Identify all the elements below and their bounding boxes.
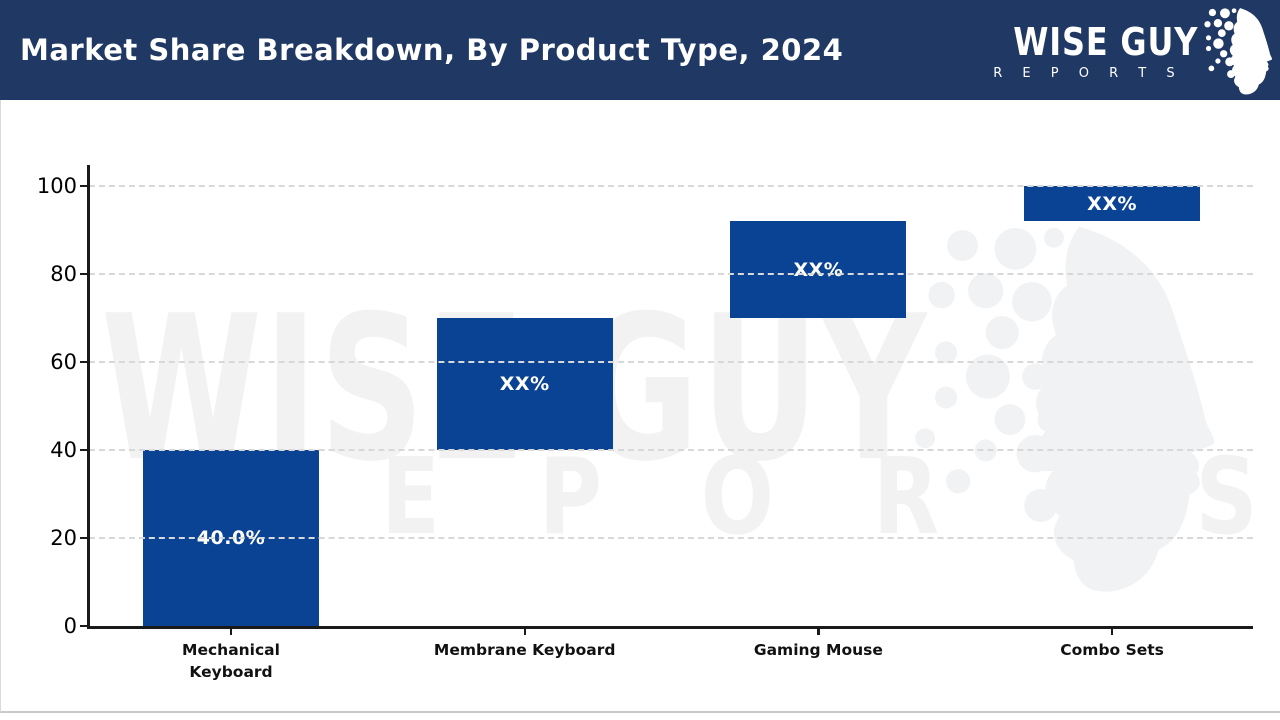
x-tick-mark <box>229 626 233 635</box>
y-tick-mark <box>80 624 89 628</box>
y-axis-line <box>87 165 90 628</box>
y-tick-label: 80 <box>50 262 77 286</box>
y-tick-mark <box>80 272 89 276</box>
y-tick-label: 60 <box>50 350 77 374</box>
y-tick-label: 0 <box>63 614 77 638</box>
y-tick-label: 40 <box>50 438 77 462</box>
bar-value-label: XX% <box>793 258 844 281</box>
bar-segment: XX% <box>730 221 907 318</box>
x-tick-label: Mechanical Keyboard <box>182 641 280 681</box>
x-tick-label: Combo Sets <box>1060 641 1164 659</box>
watermark-face-icon <box>915 226 1215 592</box>
x-tick-label: Membrane Keyboard <box>433 641 616 659</box>
header-bar: Market Share Breakdown, By Product Type,… <box>0 0 1280 100</box>
x-tick-mark <box>523 626 526 635</box>
gridline <box>89 537 1253 539</box>
gridline <box>89 361 1253 363</box>
bar-value-label: XX% <box>499 373 550 395</box>
brand-subname: R E P O R T S <box>993 66 1183 81</box>
brand-logo-text: WISE GUY R E P O R T S <box>978 20 1198 81</box>
x-tick-label: Gaming Mouse <box>753 641 883 659</box>
y-tick-label: 100 <box>36 174 77 198</box>
brand-face-icon <box>1204 8 1272 95</box>
x-tick-mark <box>817 626 820 635</box>
x-tick-mark <box>1110 626 1114 635</box>
brand-logo: WISE GUY R E P O R T S <box>993 4 1272 96</box>
bar-segment: XX% <box>436 318 613 450</box>
brand-name: WISE GUY <box>1013 20 1198 64</box>
page-title: Market Share Breakdown, By Product Type,… <box>20 33 844 67</box>
gridline <box>89 273 1253 275</box>
chart-area: WISE GUY R E P O R T S 40.0% Mechanical K… <box>0 100 1280 713</box>
gridline <box>89 449 1253 451</box>
y-tick-mark <box>80 360 89 364</box>
x-axis-line <box>87 626 1253 629</box>
bar-segment: XX% <box>1024 186 1201 222</box>
bar-value-label: XX% <box>1087 192 1138 215</box>
y-tick-mark <box>80 536 89 540</box>
y-tick-label: 20 <box>50 526 77 550</box>
gridline <box>89 185 1253 187</box>
y-tick-mark <box>80 184 89 188</box>
y-tick-mark <box>80 448 89 452</box>
